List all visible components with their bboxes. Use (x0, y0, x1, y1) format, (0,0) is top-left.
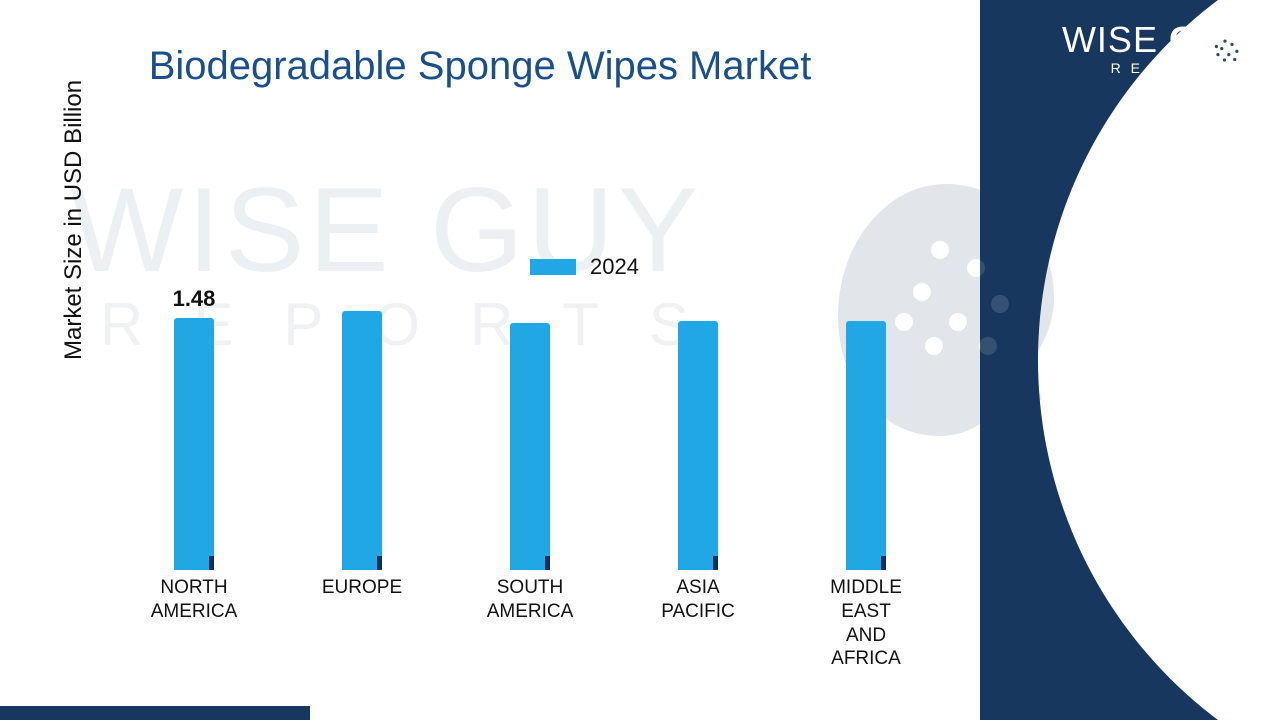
bar-accent (713, 556, 718, 570)
bar (342, 311, 382, 570)
watermark-line1: WISE GUY (70, 170, 970, 290)
bar (678, 321, 718, 570)
bar-value-label: 1.48 (110, 286, 278, 312)
legend-label: 2024 (590, 254, 639, 280)
bar-slot (614, 280, 782, 570)
x-axis-label: NORTH AMERICA (110, 576, 278, 624)
right-brand-strip (980, 0, 1280, 720)
bar-slot (446, 280, 614, 570)
bar-slot: 1.48 (110, 280, 278, 570)
x-axis-label: EUROPE (278, 576, 446, 600)
chart-title: Biodegradable Sponge Wipes Market (0, 44, 960, 89)
legend: 2024 (530, 254, 639, 280)
bar-accent (545, 556, 550, 570)
cutout-circle (1038, 0, 1280, 720)
legend-swatch (530, 259, 576, 275)
bar (174, 318, 214, 570)
bar-slot (278, 280, 446, 570)
plot-area: 1.48 (110, 280, 950, 570)
bar-accent (881, 556, 886, 570)
bar-accent (209, 556, 214, 570)
bar (846, 321, 886, 570)
brand-logo: WISE GUY REPORTS (990, 22, 1250, 76)
bar (510, 323, 550, 570)
bar-slot (782, 280, 950, 570)
y-axis-label: Market Size in USD Billion (60, 80, 88, 360)
x-axis-label: SOUTH AMERICA (446, 576, 614, 624)
logo-word-wise: WISE (1062, 19, 1158, 60)
chart-canvas: WISE GUY REPORTS WISE GUY REPORTS Biodeg… (0, 0, 1280, 720)
x-axis-label: ASIA PACIFIC (614, 576, 782, 624)
x-axis-label: MIDDLE EAST AND AFRICA (782, 576, 950, 671)
bar-accent (377, 556, 382, 570)
logo-head-icon (1198, 26, 1252, 80)
bottom-accent-bar (0, 706, 310, 720)
